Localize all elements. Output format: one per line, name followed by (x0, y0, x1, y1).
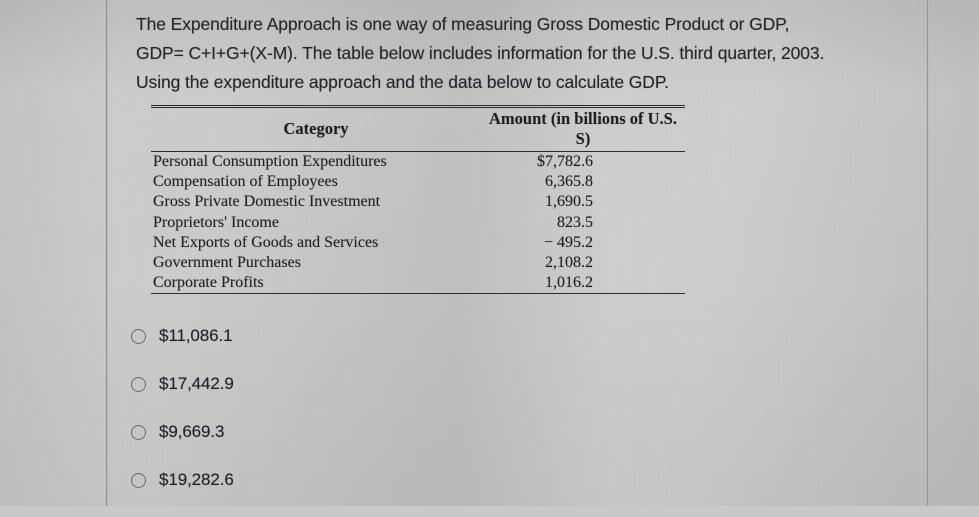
table-row: Proprietors' Income 823.5 (151, 213, 685, 233)
question-prompt: The Expenditure Approach is one way of m… (136, 10, 904, 97)
table-cell-category: Net Exports of Goods and Services (153, 233, 379, 251)
table-row: Government Purchases 2,108.2 (151, 253, 685, 273)
column-header-amount: Amount (in billions of U.S. S) (481, 105, 685, 152)
page-left-margin-divider (105, 0, 108, 506)
gdp-data-table-wrapper: Category Amount (in billions of U.S. S) … (151, 105, 685, 295)
radio-button-icon[interactable] (131, 328, 146, 344)
gdp-data-table: Category Amount (in billions of U.S. S) … (151, 105, 685, 295)
answer-option[interactable]: $19,282.6 (131, 469, 631, 491)
table-cell-category: Personal Consumption Expenditures (153, 153, 387, 171)
table-cell-category: Compensation of Employees (153, 173, 338, 191)
answer-option[interactable]: $17,442.9 (131, 373, 631, 395)
table-cell-amount: 1,690.5 (545, 193, 593, 211)
table-cell-category: Government Purchases (153, 254, 301, 272)
table-cell-category: Proprietors' Income (153, 213, 279, 231)
table-header-row: Category Amount (in billions of U.S. S) (151, 105, 685, 152)
answer-option-label[interactable]: $19,282.6 (159, 470, 234, 489)
table-row: Compensation of Employees 6,365.8 (151, 172, 685, 192)
table-cell-amount: 823.5 (557, 213, 593, 231)
radio-button-icon[interactable] (131, 424, 146, 440)
question-content-area: The Expenditure Approach is one way of m… (107, 0, 926, 506)
table-cell-category: Corporate Profits (151, 273, 481, 295)
answer-option[interactable]: $9,669.3 (131, 421, 631, 443)
table-row: Net Exports of Goods and Services − 495.2 (151, 233, 685, 253)
column-header-category: Category (151, 105, 481, 152)
question-line-2: GDP= C+I+G+(X-M). The table below includ… (136, 43, 825, 63)
answer-option-label[interactable]: $9,669.3 (159, 422, 225, 441)
table-cell-amount: 2,108.2 (545, 254, 593, 272)
answer-option[interactable]: $11,086.1 (131, 325, 631, 347)
question-line-3: Using the expenditure approach and the d… (136, 72, 669, 92)
table-cell-category: Gross Private Domestic Investment (153, 193, 381, 211)
photographed-screen: The Expenditure Approach is one way of m… (0, 0, 979, 506)
table-body: Personal Consumption Expenditures $7,782.… (151, 152, 685, 295)
table-cell-amount: − 495.2 (543, 233, 593, 251)
table-row: Personal Consumption Expenditures $7,782.… (151, 152, 685, 173)
radio-button-icon[interactable] (131, 376, 146, 392)
table-cell-amount: $7,782.6 (537, 153, 593, 171)
answer-option-label[interactable]: $11,086.1 (159, 326, 233, 345)
table-header: Category Amount (in billions of U.S. S) (151, 105, 685, 152)
answer-options-list: $11,086.1 $17,442.9 $9,669.3 $19,282.6 (131, 325, 631, 517)
table-row: Gross Private Domestic Investment 1,690.5 (151, 192, 685, 212)
page-right-margin-divider (926, 0, 929, 506)
table-row: Corporate Profits 1,016.2 (151, 273, 685, 295)
question-line-1: The Expenditure Approach is one way of m… (136, 14, 790, 34)
table-cell-amount: 6,365.8 (545, 173, 593, 191)
radio-button-icon[interactable] (131, 472, 146, 488)
table-cell-amount: 1,016.2 (481, 273, 685, 295)
answer-option-label[interactable]: $17,442.9 (159, 374, 234, 393)
